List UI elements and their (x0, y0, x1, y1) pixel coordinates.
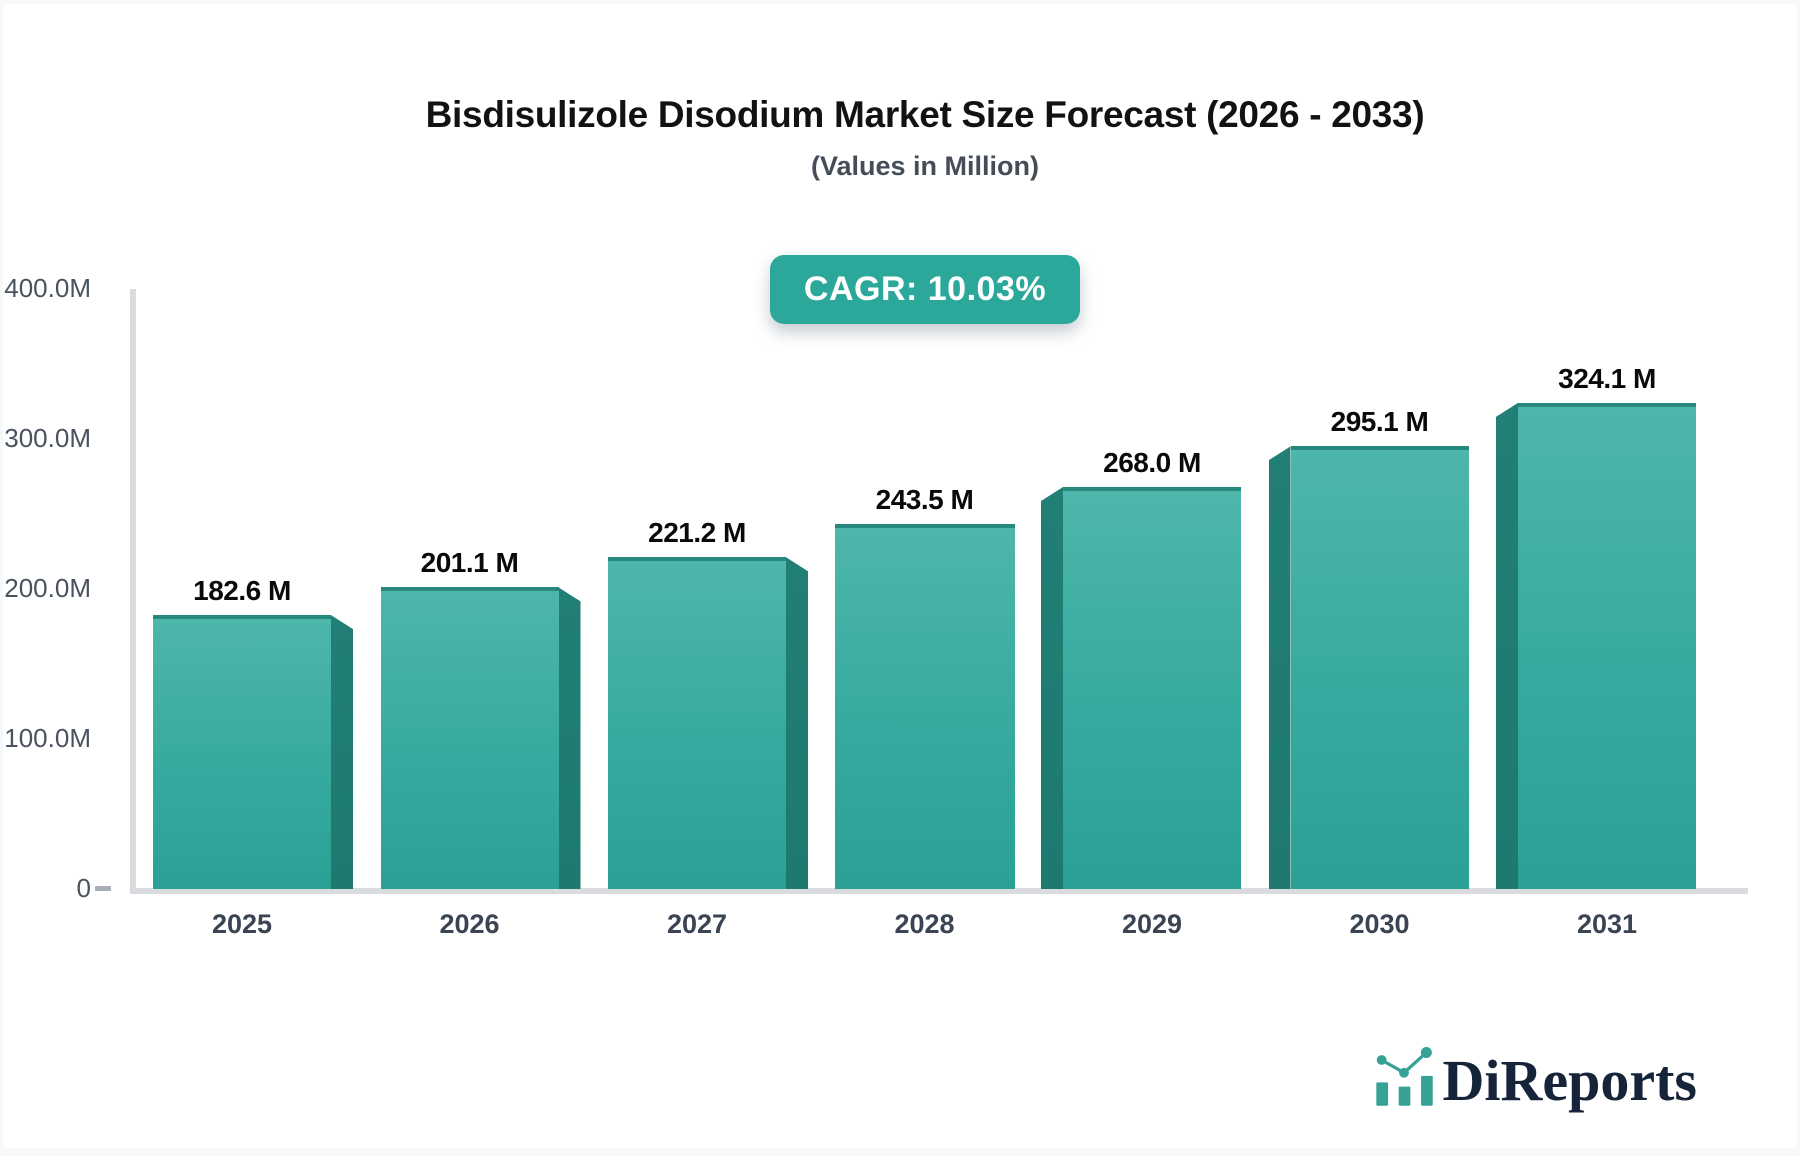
bar-3d-side (331, 615, 353, 889)
bar-3d-side (558, 587, 581, 889)
bar-value-label: 221.2 M (648, 517, 746, 549)
zero-tick-dash (95, 886, 111, 891)
bar-value-label: 324.1 M (1558, 362, 1656, 394)
chart-subtitle: (Values in Million) (810, 151, 1040, 181)
bar (1518, 402, 1696, 889)
y-axis-tick-label: 300.0M (4, 423, 91, 453)
y-axis-tick-label: 100.0M (4, 723, 91, 753)
bar-value-label: 295.1 M (1330, 406, 1429, 438)
bar-3d-side (1268, 446, 1291, 889)
mini-bar-line-chart-icon (1376, 1046, 1434, 1106)
bar (1290, 446, 1469, 889)
cagr-badge-row: CAGR: 10.03% (3, 255, 1797, 324)
bar-value-label: 182.6 M (193, 575, 291, 607)
x-axis-tick-label: 2026 (439, 909, 500, 939)
y-axis-tick-label: 0 (76, 873, 91, 903)
x-axis-tick-label: 2027 (666, 909, 728, 939)
x-axis-tick-label: 2030 (1349, 909, 1410, 939)
bar-value-label: 243.5 M (875, 483, 974, 515)
bar-3d-side (1041, 487, 1063, 889)
bar (153, 615, 331, 889)
brand-logo: DiReports (1372, 1044, 1697, 1110)
bar (834, 523, 1015, 889)
cagr-badge: CAGR: 10.03% (769, 255, 1081, 324)
x-axis-tick-label: 2031 (1576, 909, 1638, 939)
bar (380, 587, 559, 889)
y-axis-tick-label: 200.0M (4, 573, 91, 603)
bar-value-label: 268.0 M (1103, 447, 1201, 478)
bar-value-label: 201.1 M (420, 547, 519, 579)
bar (1063, 487, 1241, 889)
chart-canvas: Bisdisulizole Disodium Market Size Forec… (3, 4, 1797, 1148)
x-axis-tick-label: 2028 (894, 909, 955, 939)
bar-3d-side (1496, 402, 1518, 889)
bar (608, 557, 786, 889)
y-axis-line (130, 289, 136, 891)
x-axis-tick-label: 2029 (1121, 909, 1183, 939)
y-axis-tick-label: 400.0M (4, 273, 91, 303)
chart-title: Bisdisulizole Disodium Market Size Forec… (425, 94, 1425, 135)
x-axis-tick-label: 2025 (211, 909, 273, 939)
x-axis-line (130, 888, 1748, 894)
bar-3d-side (786, 557, 808, 889)
brand-logo-text: DiReports (1442, 1048, 1697, 1113)
